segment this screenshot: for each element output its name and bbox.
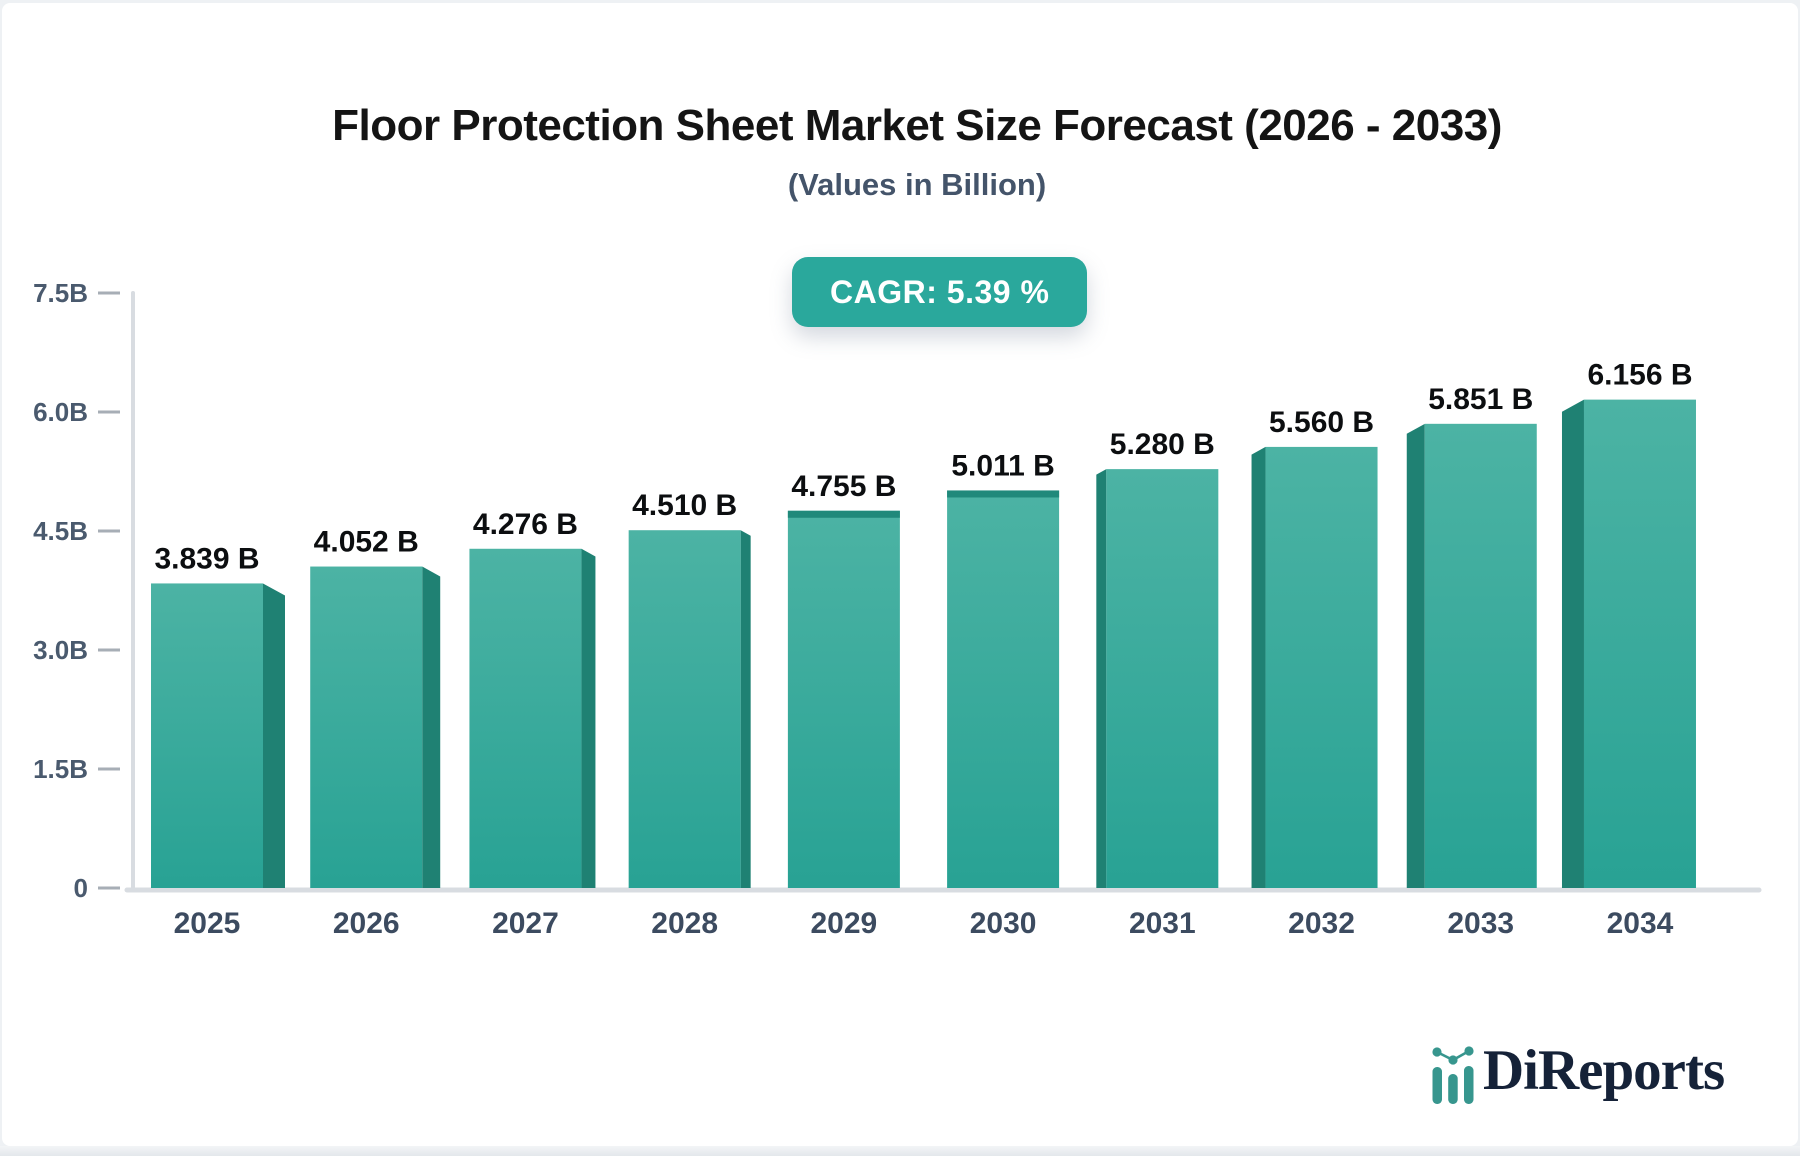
bar-value-label: 4.510 B: [632, 489, 737, 522]
bar-2033: 5.851 B 2033: [1406, 383, 1537, 940]
bar-2025: 3.839 B 2025: [151, 542, 285, 940]
bar-front-face: [628, 530, 741, 888]
chart-subtitle: (Values in Billion): [787, 167, 1047, 202]
bar-side-face: [1251, 446, 1266, 888]
x-axis-year-label: 2030: [970, 907, 1037, 940]
bar-side-face: [1561, 399, 1584, 888]
bar-value-label: 5.280 B: [1110, 428, 1215, 461]
y-tick-label: 7.5B: [33, 278, 88, 308]
direports-logo-text: DiReports: [1483, 1039, 1725, 1102]
bar-side-face: [581, 548, 596, 888]
bar-value-label: 4.755 B: [791, 470, 896, 503]
x-axis-year-label: 2027: [492, 907, 559, 940]
x-axis-year-label: 2031: [1129, 907, 1196, 940]
bar-value-label: 5.851 B: [1428, 383, 1533, 416]
chart-card: Floor Protection Sheet Market Size Forec…: [2, 3, 1798, 1146]
y-tick-label: 4.5B: [33, 516, 88, 546]
bar-2029: 4.755 B 2029: [787, 470, 900, 940]
bar-side-face: [1096, 469, 1107, 888]
bar-top-face: [947, 490, 1060, 498]
bar-2031: 5.280 B 2031: [1096, 428, 1219, 940]
bar-2027: 4.276 B 2027: [469, 508, 596, 940]
x-axis-year-label: 2029: [811, 907, 878, 940]
x-axis-year-label: 2026: [333, 907, 400, 940]
bar-front-face: [1424, 423, 1537, 888]
bar-side-face: [263, 583, 285, 888]
bar-value-label: 3.839 B: [154, 542, 259, 575]
bar-front-face: [1106, 469, 1219, 888]
bar-front-face: [1265, 446, 1378, 888]
bar-2026: 4.052 B 2026: [310, 526, 441, 940]
bar-value-label: 5.011 B: [951, 449, 1054, 482]
bar-value-label: 6.156 B: [1587, 359, 1692, 392]
bar-chart-plot: 0 1.5B 3.0B 4.5B 6.0B 7.5B 3.839 B 2025 4.052 B 2…: [33, 278, 1762, 940]
x-axis-year-label: 2033: [1447, 907, 1514, 940]
bar-2028: 4.510 B 2028: [628, 489, 751, 940]
x-axis-year-label: 2032: [1288, 907, 1355, 940]
bar-front-face: [947, 490, 1060, 888]
direports-logo: DiReports: [1432, 1039, 1725, 1113]
y-tick-label: 3.0B: [33, 635, 88, 665]
bar-top-face: [787, 510, 900, 518]
x-axis-year-label: 2034: [1607, 907, 1674, 940]
bar-2030: 5.011 B 2030: [947, 449, 1060, 940]
bar-front-face: [469, 548, 582, 888]
x-axis-year-label: 2028: [651, 907, 718, 940]
bar-front-face: [787, 510, 900, 888]
bar-value-label: 4.276 B: [473, 508, 578, 541]
bar-side-face: [422, 566, 441, 888]
bar-front-face: [151, 583, 263, 888]
x-axis-year-label: 2025: [174, 907, 241, 940]
y-tick-label: 0: [74, 873, 88, 903]
bar-value-label: 4.052 B: [314, 526, 419, 559]
y-tick-label: 6.0B: [33, 397, 88, 427]
bar-value-label: 5.560 B: [1269, 406, 1374, 439]
bar-side-face: [1406, 423, 1425, 888]
bar-side-face: [740, 530, 751, 888]
direports-logo-icon: [1432, 1046, 1474, 1104]
bar-front-face: [310, 566, 423, 888]
cagr-badge: CAGR: 5.39 %: [792, 257, 1088, 327]
chart-title: Floor Protection Sheet Market Size Forec…: [332, 101, 1502, 150]
page-bottom-strip: [0, 1146, 1800, 1156]
bar-front-face: [1583, 399, 1696, 888]
bar-2034: 6.156 B 2034: [1561, 359, 1696, 940]
bar-2032: 5.560 B 2032: [1251, 406, 1378, 940]
y-tick-label: 1.5B: [33, 754, 88, 784]
